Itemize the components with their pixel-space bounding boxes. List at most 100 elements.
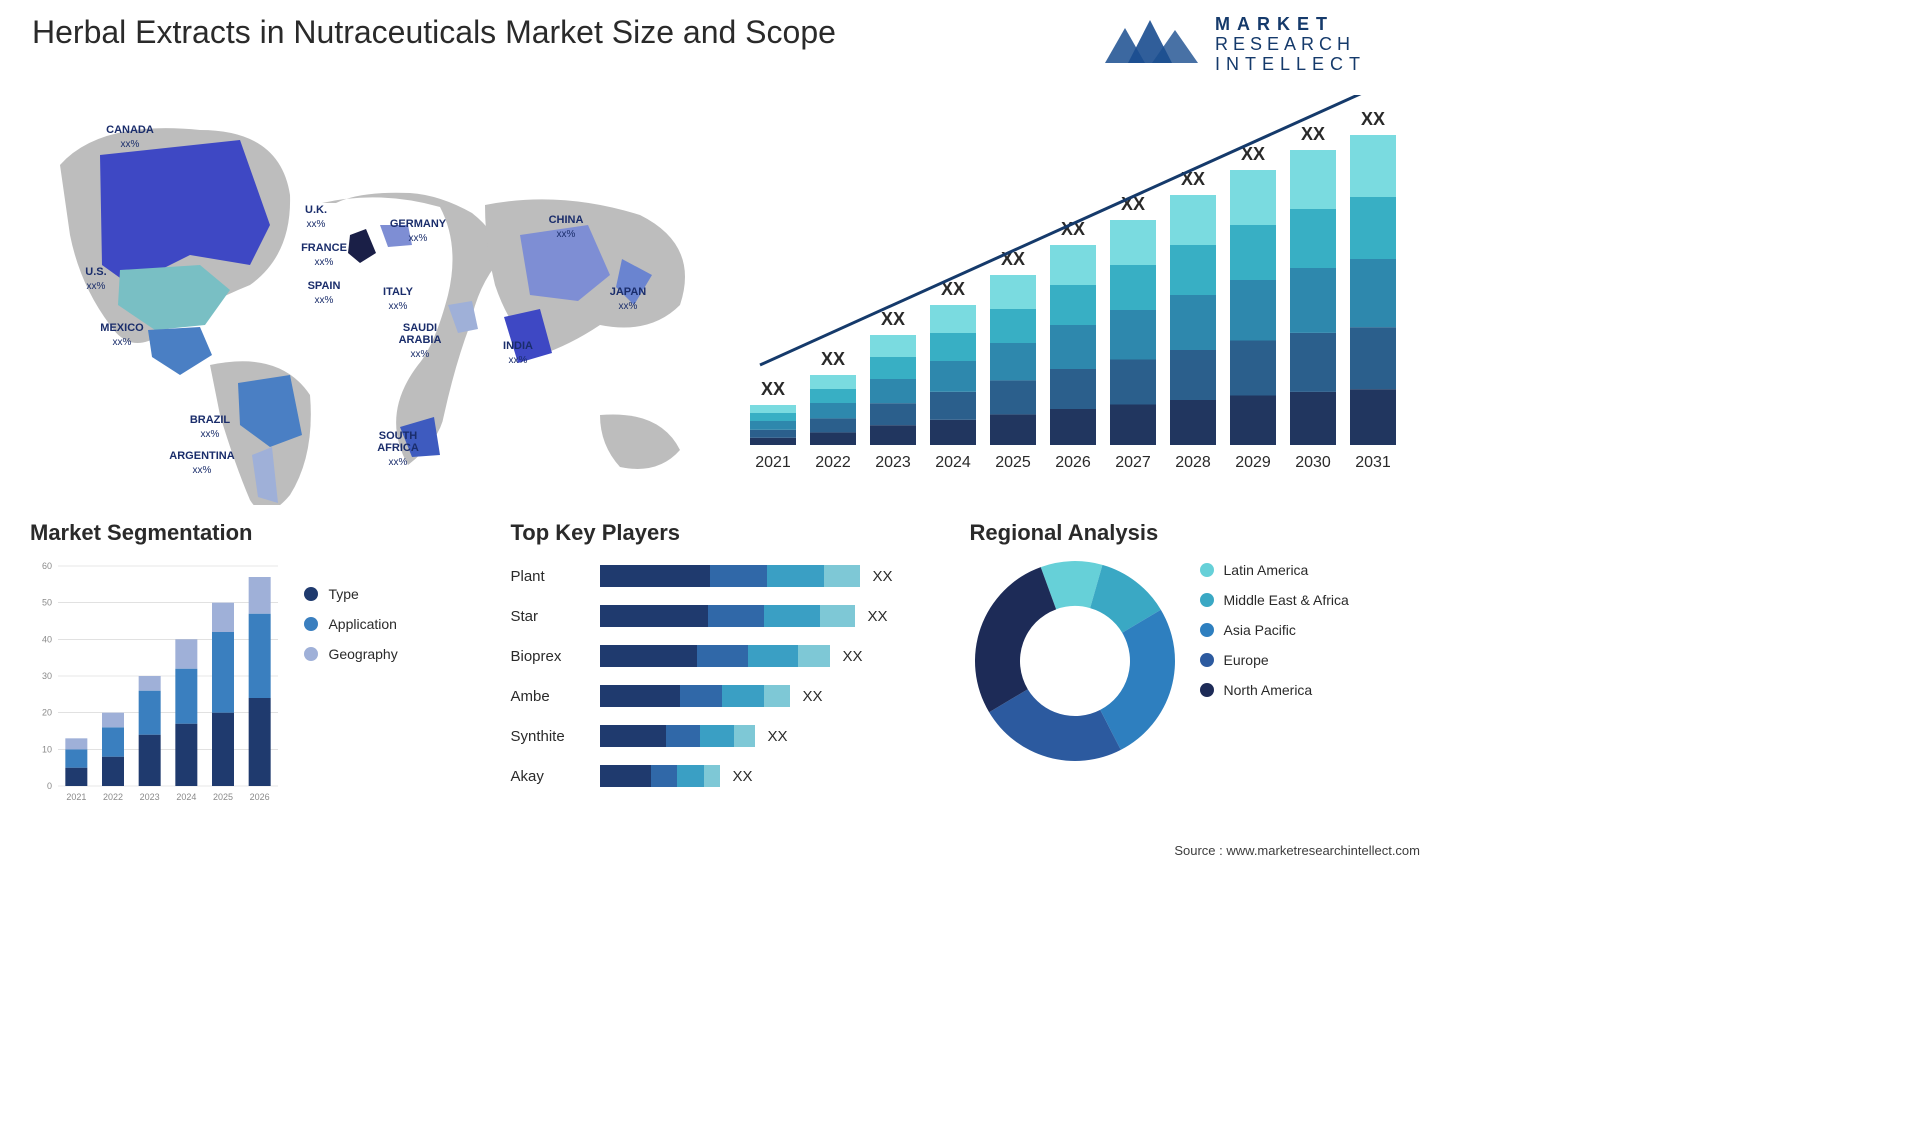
svg-text:xx%: xx% bbox=[315, 257, 334, 268]
svg-text:FRANCE: FRANCE bbox=[301, 242, 347, 254]
svg-text:xx%: xx% bbox=[409, 233, 428, 244]
player-value: XX bbox=[802, 688, 822, 705]
svg-text:xx%: xx% bbox=[389, 457, 408, 468]
bar-segment bbox=[722, 685, 764, 707]
svg-text:0: 0 bbox=[47, 781, 52, 791]
svg-text:XX: XX bbox=[881, 309, 905, 329]
players-panel: Top Key Players PlantStarBioprexAmbeSynt… bbox=[510, 520, 939, 806]
bar-segment bbox=[764, 685, 791, 707]
svg-text:JAPAN: JAPAN bbox=[610, 286, 647, 298]
svg-text:2025: 2025 bbox=[995, 454, 1031, 471]
svg-text:2022: 2022 bbox=[103, 792, 123, 802]
regional-panel: Regional Analysis Latin America Middle Ea… bbox=[970, 520, 1420, 806]
player-name: Bioprex bbox=[510, 648, 600, 665]
legend-dot bbox=[1200, 563, 1214, 577]
svg-text:xx%: xx% bbox=[87, 281, 106, 292]
svg-text:2030: 2030 bbox=[1295, 454, 1331, 471]
svg-text:xx%: xx% bbox=[201, 429, 220, 440]
svg-text:2031: 2031 bbox=[1355, 454, 1391, 471]
regional-donut bbox=[970, 556, 1180, 766]
svg-text:XX: XX bbox=[761, 379, 785, 399]
svg-text:CHINA: CHINA bbox=[549, 214, 584, 226]
bar-segment bbox=[600, 565, 709, 587]
svg-text:XX: XX bbox=[1301, 124, 1325, 144]
svg-text:2023: 2023 bbox=[875, 454, 911, 471]
bar-segment bbox=[677, 765, 703, 787]
regional-legend: Latin America Middle East & Africa Asia Pa… bbox=[1200, 562, 1349, 712]
players-title: Top Key Players bbox=[510, 520, 939, 546]
brand-logo: MARKETRESEARCHINTELLECT bbox=[1100, 8, 1420, 78]
svg-text:SPAIN: SPAIN bbox=[308, 280, 341, 292]
player-name: Synthite bbox=[510, 728, 600, 745]
player-value: XX bbox=[867, 608, 887, 625]
svg-text:30: 30 bbox=[42, 671, 52, 681]
legend-dot bbox=[304, 647, 318, 661]
legend-label: North America bbox=[1224, 682, 1313, 698]
bar-segment bbox=[708, 605, 764, 627]
legend-item: Middle East & Africa bbox=[1200, 592, 1349, 608]
bar-segment bbox=[666, 725, 700, 747]
legend-dot bbox=[1200, 623, 1214, 637]
svg-text:2024: 2024 bbox=[176, 792, 196, 802]
page-title: Herbal Extracts in Nutraceuticals Market… bbox=[32, 14, 836, 51]
svg-text:2022: 2022 bbox=[815, 454, 851, 471]
svg-text:ARABIA: ARABIA bbox=[399, 334, 442, 346]
svg-text:2021: 2021 bbox=[755, 454, 791, 471]
svg-text:xx%: xx% bbox=[557, 229, 576, 240]
svg-text:20: 20 bbox=[42, 708, 52, 718]
svg-text:INDIA: INDIA bbox=[503, 340, 533, 352]
svg-text:40: 40 bbox=[42, 634, 52, 644]
svg-text:2021: 2021 bbox=[66, 792, 86, 802]
legend-label: Geography bbox=[328, 646, 397, 662]
legend-item: Latin America bbox=[1200, 562, 1349, 578]
bar-segment bbox=[680, 685, 722, 707]
player-bars: XXXXXXXXXXXX bbox=[600, 556, 939, 796]
svg-text:2028: 2028 bbox=[1175, 454, 1211, 471]
bar-segment bbox=[600, 685, 680, 707]
segmentation-chart: 0102030405060202120222023202420252026 bbox=[30, 556, 290, 806]
player-value: XX bbox=[767, 728, 787, 745]
bar-segment bbox=[710, 565, 767, 587]
svg-text:XX: XX bbox=[821, 349, 845, 369]
legend-dot bbox=[1200, 593, 1214, 607]
svg-text:GERMANY: GERMANY bbox=[390, 218, 447, 230]
svg-text:INTELLECT: INTELLECT bbox=[1215, 54, 1366, 74]
legend-label: Europe bbox=[1224, 652, 1269, 668]
bar-segment bbox=[764, 605, 820, 627]
legend-dot bbox=[1200, 653, 1214, 667]
legend-item: Type bbox=[304, 586, 397, 602]
svg-text:BRAZIL: BRAZIL bbox=[190, 414, 231, 426]
bar-segment bbox=[748, 645, 799, 667]
legend-label: Asia Pacific bbox=[1224, 622, 1296, 638]
regional-title: Regional Analysis bbox=[970, 520, 1420, 546]
legend-item: Application bbox=[304, 616, 397, 632]
bar-segment bbox=[600, 645, 697, 667]
svg-text:ITALY: ITALY bbox=[383, 286, 414, 298]
svg-text:ARGENTINA: ARGENTINA bbox=[169, 450, 234, 462]
bar-segment bbox=[697, 645, 748, 667]
legend-item: Asia Pacific bbox=[1200, 622, 1349, 638]
segmentation-panel: Market Segmentation 01020304050602021202… bbox=[30, 520, 480, 806]
legend-label: Latin America bbox=[1224, 562, 1309, 578]
svg-text:U.S.: U.S. bbox=[85, 266, 106, 278]
svg-text:2026: 2026 bbox=[250, 792, 270, 802]
legend-item: North America bbox=[1200, 682, 1349, 698]
svg-text:SAUDI: SAUDI bbox=[403, 322, 437, 334]
svg-text:XX: XX bbox=[1361, 109, 1385, 129]
player-name: Star bbox=[510, 608, 600, 625]
svg-text:10: 10 bbox=[42, 744, 52, 754]
legend-item: Geography bbox=[304, 646, 397, 662]
svg-text:xx%: xx% bbox=[307, 219, 326, 230]
player-bar-row: XX bbox=[600, 604, 939, 628]
bar-segment bbox=[704, 765, 721, 787]
svg-text:2024: 2024 bbox=[935, 454, 971, 471]
bar-segment bbox=[734, 725, 756, 747]
svg-text:MEXICO: MEXICO bbox=[100, 322, 144, 334]
market-size-chart: 2021XX2022XX2023XX2024XX2025XX2026XX2027… bbox=[740, 95, 1420, 480]
player-value: XX bbox=[732, 768, 752, 785]
legend-dot bbox=[304, 617, 318, 631]
svg-text:xx%: xx% bbox=[121, 139, 140, 150]
legend-label: Middle East & Africa bbox=[1224, 592, 1349, 608]
legend-label: Application bbox=[328, 616, 397, 632]
svg-text:xx%: xx% bbox=[389, 301, 408, 312]
